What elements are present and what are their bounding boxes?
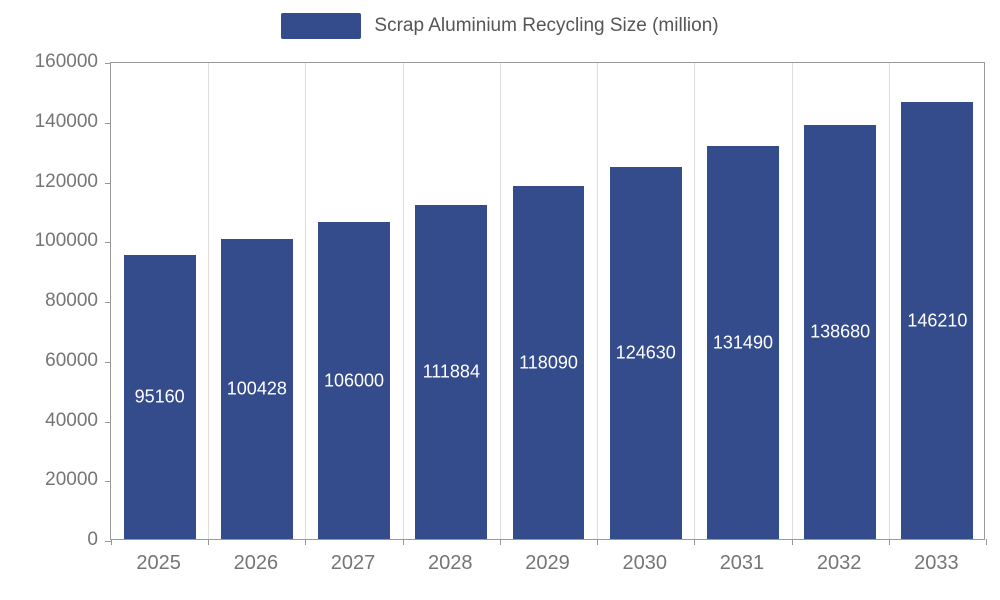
bar-2033[interactable]: 146210 [901, 102, 974, 539]
x-tick-mark [694, 539, 696, 545]
bar-2030[interactable]: 124630 [609, 166, 682, 539]
x-tick-mark [499, 539, 501, 545]
legend-swatch[interactable] [281, 13, 362, 39]
y-tick-label: 100000 [34, 230, 98, 252]
plot-area: 95160 100428 106000 111884 118090 124630 13149… [105, 62, 987, 545]
y-tick-label: 80000 [45, 290, 98, 311]
x-tick-label: 2027 [330, 552, 376, 574]
x-tick-label: 2029 [525, 552, 570, 574]
legend[interactable]: Scrap Aluminium Recycling Size (million) [0, 13, 1000, 39]
x-tick-mark [888, 539, 890, 545]
bar-2027[interactable]: 106000 [318, 222, 391, 539]
bar-value-label: 106000 [324, 370, 385, 391]
bar-2026[interactable]: 100428 [220, 238, 293, 539]
x-tick-mark [305, 539, 307, 545]
y-tick-mark [105, 242, 111, 244]
x-tick-label: 2032 [816, 552, 862, 574]
y-tick-mark [105, 421, 111, 423]
y-tick-label: 60000 [45, 349, 98, 371]
gridline-vertical [402, 63, 404, 539]
bar-2031[interactable]: 131490 [706, 146, 779, 539]
bar-value-label: 146210 [907, 310, 968, 331]
bar-2028[interactable]: 111884 [415, 204, 488, 539]
bar-value-label: 118090 [519, 352, 578, 373]
y-tick-label: 140000 [34, 110, 98, 132]
gridline-vertical [208, 63, 210, 539]
x-tick-label: 2033 [914, 552, 959, 574]
y-tick-mark [105, 182, 111, 184]
y-tick-mark [105, 541, 111, 542]
gridline-vertical [888, 63, 890, 539]
bar-value-label: 111884 [422, 361, 480, 382]
y-tick-mark [105, 302, 111, 303]
y-tick-label: 20000 [45, 469, 98, 491]
y-tick-mark [105, 481, 111, 483]
bar-value-label: 100428 [226, 378, 287, 399]
gridline-vertical [305, 63, 307, 539]
x-tick-label: 2028 [428, 552, 473, 574]
gridline-vertical [499, 63, 501, 539]
x-tick-mark [402, 539, 404, 545]
gridline-vertical [597, 63, 599, 539]
x-tick-mark [791, 539, 793, 545]
x-tick-label: 2026 [233, 552, 279, 574]
x-tick-label: 2030 [622, 552, 667, 574]
y-tick-mark [105, 122, 111, 124]
x-tick-label: 2025 [136, 552, 181, 574]
y-tick-label: 40000 [45, 409, 98, 431]
y-tick-label: 120000 [34, 170, 98, 192]
bar-2025[interactable]: 95160 [123, 254, 196, 539]
x-tick-mark [597, 539, 599, 545]
y-tick-mark [105, 63, 111, 64]
legend-label: Scrap Aluminium Recycling Size (million) [374, 15, 719, 36]
y-tick-mark [105, 361, 111, 363]
bar-2032[interactable]: 138680 [804, 124, 877, 539]
y-tick-label: 160000 [34, 51, 98, 72]
x-tick-mark [986, 539, 987, 545]
bar-value-label: 124630 [615, 342, 676, 363]
bar-2029[interactable]: 118090 [512, 186, 585, 539]
bar-value-label: 131490 [712, 332, 773, 353]
gridline-vertical [694, 63, 696, 539]
gridline-vertical [791, 63, 793, 539]
x-tick-mark [111, 539, 112, 545]
y-tick-label: 0 [87, 529, 98, 550]
bar-value-label: 95160 [134, 386, 185, 407]
x-tick-label: 2031 [719, 552, 765, 574]
x-tick-mark [208, 539, 210, 545]
bar-value-label: 138680 [810, 321, 871, 342]
